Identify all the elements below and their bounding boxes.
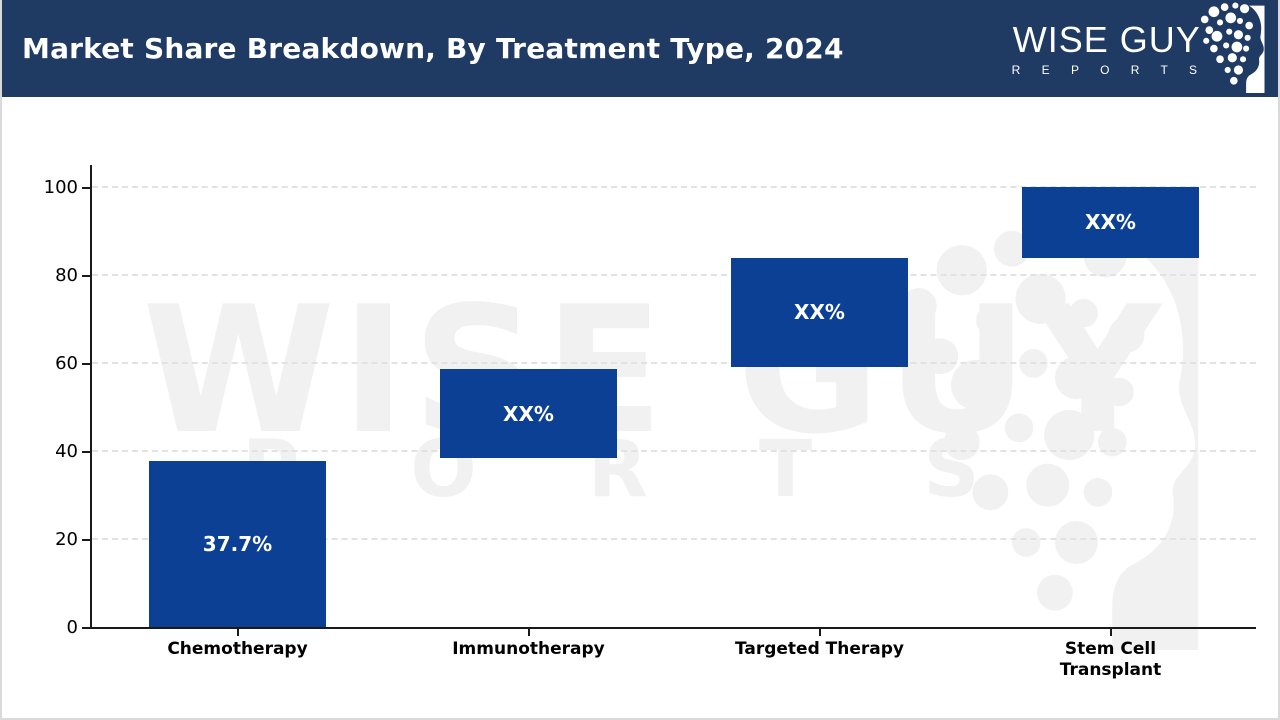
- gridline-20: [92, 538, 1256, 540]
- x-tick-mark: [236, 629, 239, 636]
- brand-logo-subtitle: R E P O R T S: [1011, 62, 1206, 77]
- bar-immunotherapy: XX%: [440, 369, 617, 459]
- y-tick-mark: [82, 363, 90, 365]
- brand-logo: WISE GUY R E P O R T S: [1008, 1, 1266, 97]
- y-tick-label: 40: [55, 441, 78, 462]
- bar-value-label: 37.7%: [202, 532, 273, 557]
- bar-targeted-therapy: XX%: [731, 257, 908, 367]
- x-tick-mark: [818, 629, 821, 636]
- bar-stem-cell-transplant: XX%: [1022, 187, 1199, 258]
- x-axis-label: Stem Cell Transplant: [1059, 639, 1162, 680]
- y-tick-label: 80: [55, 265, 78, 286]
- y-tick-mark: [82, 451, 90, 453]
- y-tick-mark: [82, 187, 90, 189]
- y-tick-label: 20: [55, 529, 78, 550]
- x-axis-line: [90, 627, 1256, 629]
- y-tick-label: 100: [43, 177, 78, 198]
- watermark-head-icon: [872, 220, 1202, 654]
- header-bar: Market Share Breakdown, By Treatment Typ…: [2, 0, 1278, 97]
- bar-chemotherapy: 37.7%: [149, 461, 326, 627]
- x-axis-label: Immunotherapy: [452, 639, 605, 659]
- x-tick-mark: [527, 629, 530, 636]
- brand-logo-name: WISE GUY: [1012, 18, 1201, 60]
- page-title: Market Share Breakdown, By Treatment Typ…: [22, 32, 844, 65]
- x-axis-label: Chemotherapy: [167, 639, 308, 659]
- gridline-60: [92, 362, 1256, 364]
- gridline-80: [92, 274, 1256, 276]
- gridline-40: [92, 450, 1256, 452]
- y-tick-mark: [82, 627, 90, 629]
- y-tick-mark: [82, 275, 90, 277]
- x-axis-label: Targeted Therapy: [734, 639, 905, 659]
- bar-value-label: XX%: [503, 401, 554, 426]
- x-tick-mark: [1109, 629, 1112, 636]
- brand-head-icon: [1194, 1, 1266, 97]
- bar-value-label: XX%: [794, 300, 845, 325]
- y-tick-label: 0: [66, 617, 78, 638]
- y-axis-line: [90, 165, 92, 629]
- y-tick-mark: [82, 539, 90, 541]
- bar-value-label: XX%: [1085, 210, 1136, 235]
- y-tick-label: 60: [55, 353, 78, 374]
- gridline-100: [92, 186, 1256, 188]
